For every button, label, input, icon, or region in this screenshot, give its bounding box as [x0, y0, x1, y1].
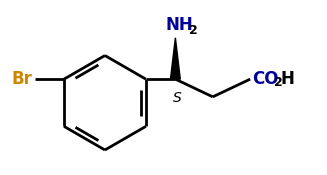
- Text: 2: 2: [274, 76, 283, 89]
- Text: H: H: [281, 70, 295, 88]
- Text: CO: CO: [252, 70, 279, 88]
- Text: Br: Br: [12, 70, 33, 88]
- Text: 2: 2: [189, 24, 198, 37]
- Text: S: S: [173, 91, 182, 105]
- Text: NH: NH: [165, 16, 193, 34]
- Polygon shape: [170, 38, 180, 79]
